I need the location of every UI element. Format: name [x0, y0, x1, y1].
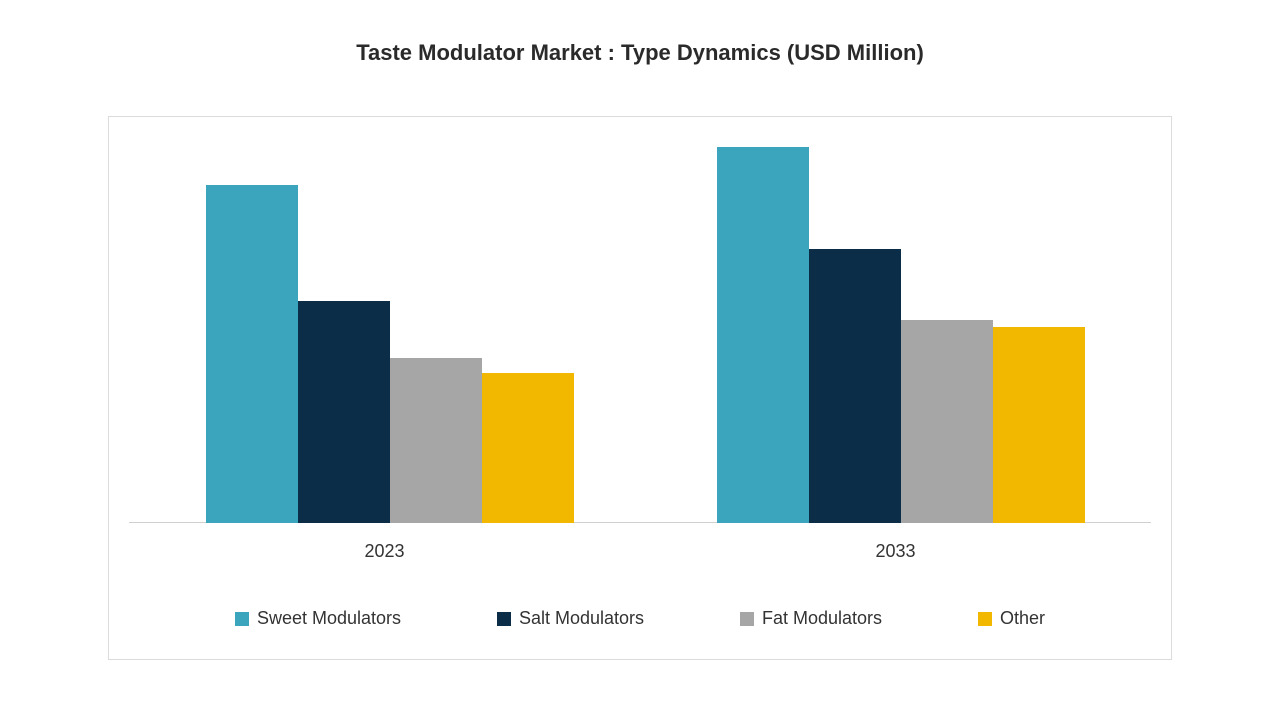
bar-group: [129, 147, 640, 523]
legend-label: Other: [1000, 608, 1045, 629]
bar: [482, 373, 574, 523]
plot-wrap: 20232033 Sweet Modulators Salt Modulators…: [129, 147, 1151, 639]
chart-title: Taste Modulator Market : Type Dynamics (…: [0, 40, 1280, 66]
page-root: Taste Modulator Market : Type Dynamics (…: [0, 0, 1280, 720]
bar: [206, 185, 298, 523]
bars: [717, 147, 1085, 523]
legend-swatch: [497, 612, 511, 626]
legend-item: Fat Modulators: [740, 608, 882, 629]
chart-container: 20232033 Sweet Modulators Salt Modulators…: [108, 116, 1172, 660]
x-axis-labels: 20232033: [129, 541, 1151, 562]
legend-swatch: [978, 612, 992, 626]
legend-label: Fat Modulators: [762, 608, 882, 629]
legend-swatch: [235, 612, 249, 626]
bar: [298, 301, 390, 523]
legend-label: Salt Modulators: [519, 608, 644, 629]
bar: [993, 327, 1085, 523]
bar: [390, 358, 482, 523]
legend-label: Sweet Modulators: [257, 608, 401, 629]
bar-groups: [129, 147, 1151, 523]
plot-area: [129, 147, 1151, 523]
legend-item: Salt Modulators: [497, 608, 644, 629]
bar-group: [640, 147, 1151, 523]
x-axis-label: 2033: [640, 541, 1151, 562]
x-axis-label: 2023: [129, 541, 640, 562]
bar: [809, 249, 901, 523]
bar: [901, 320, 993, 523]
bars: [206, 147, 574, 523]
legend: Sweet Modulators Salt Modulators Fat Modul…: [129, 608, 1151, 629]
legend-item: Sweet Modulators: [235, 608, 401, 629]
legend-item: Other: [978, 608, 1045, 629]
bar: [717, 147, 809, 523]
legend-swatch: [740, 612, 754, 626]
